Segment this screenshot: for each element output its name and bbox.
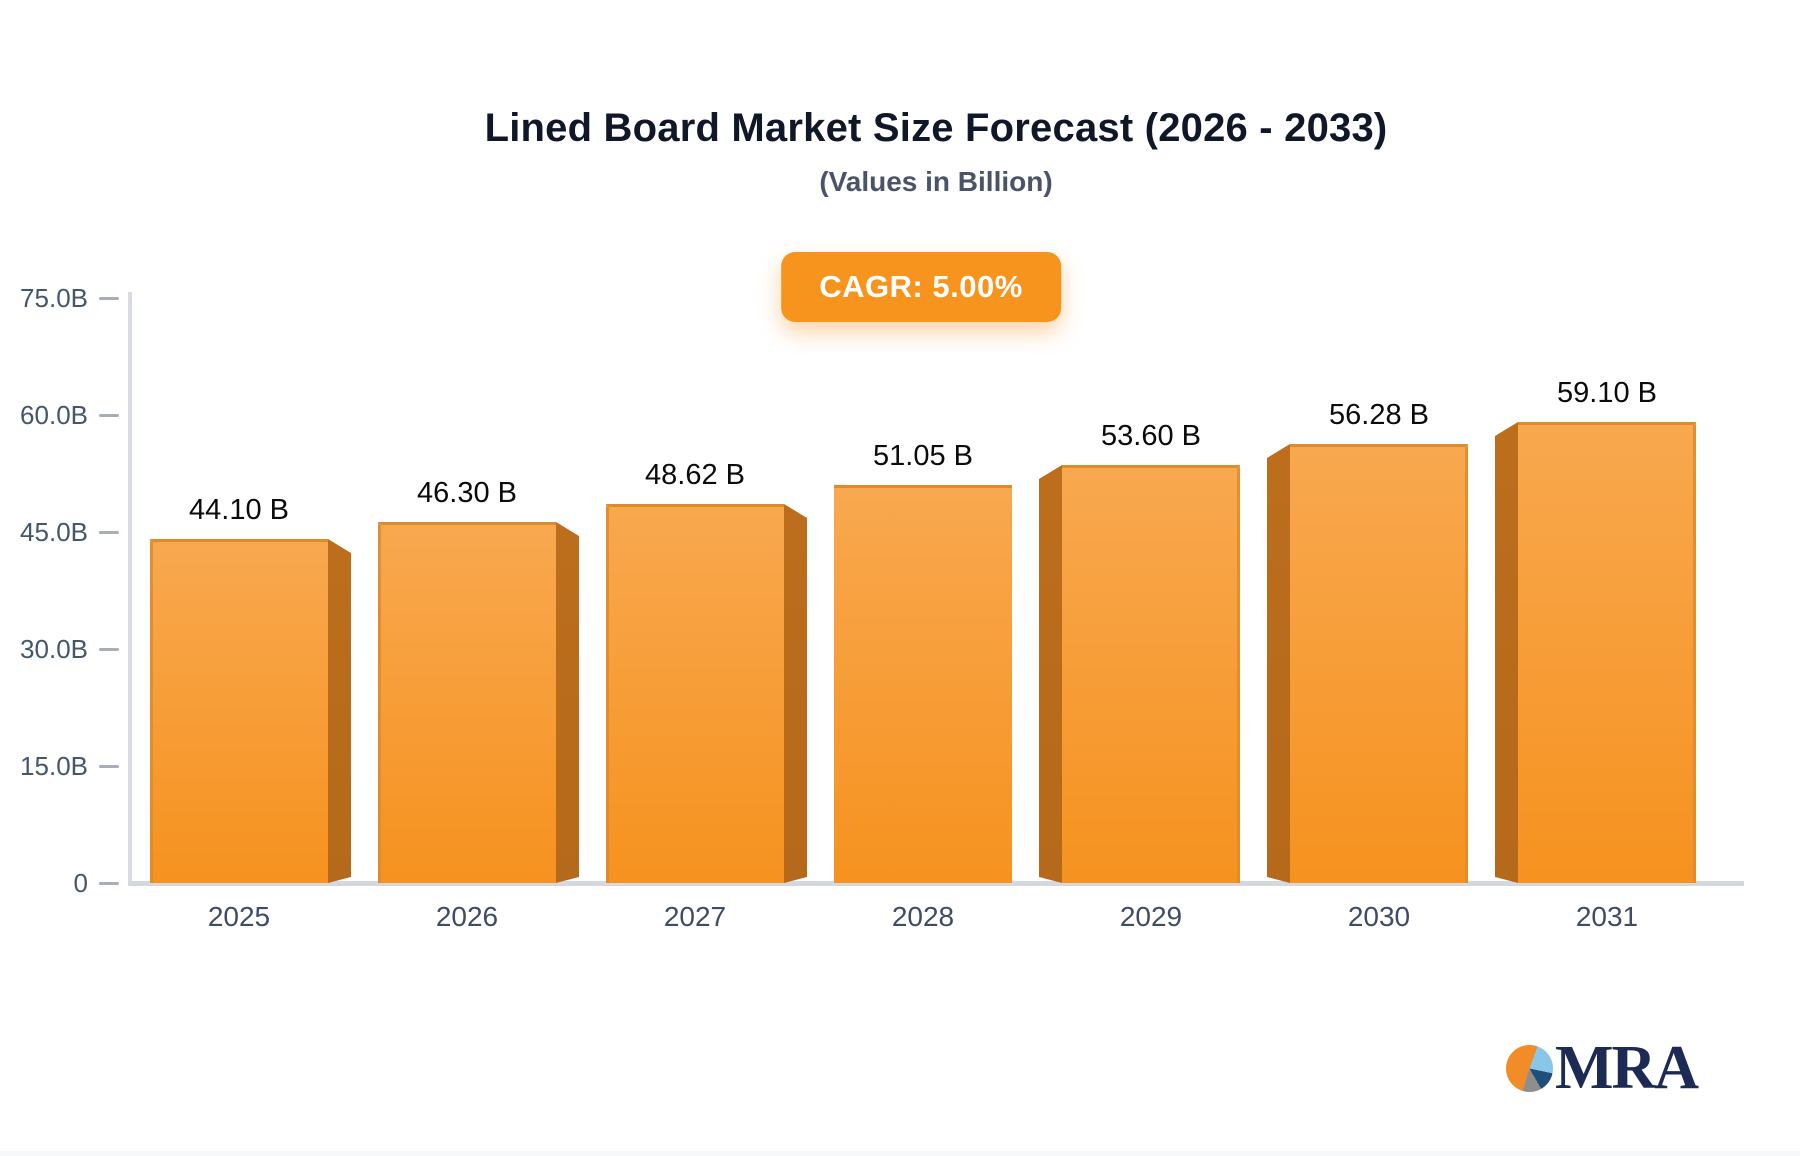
bar-2028[interactable] xyxy=(834,485,1012,883)
x-tick-label: 2026 xyxy=(435,901,499,932)
y-tick-mark xyxy=(99,531,119,534)
y-tick-label: 0 xyxy=(73,868,88,898)
chart-subtitle: (Values in Billion) xyxy=(819,166,1053,197)
logo-pie-icon xyxy=(1506,1044,1553,1092)
bar-2026[interactable] xyxy=(378,522,556,883)
y-tick-mark xyxy=(99,648,119,651)
bar-value-label: 44.10 B xyxy=(189,494,289,526)
x-tick-label: 2031 xyxy=(1575,901,1639,932)
cagr-badge: CAGR: 5.00% xyxy=(781,252,1061,322)
bar-value-label: 48.62 B xyxy=(645,459,745,491)
y-tick-label: 15.0B xyxy=(20,751,88,781)
x-tick-label: 2028 xyxy=(891,901,955,932)
bar-value-label: 53.60 B xyxy=(1101,420,1201,452)
bar-side-face[interactable] xyxy=(1039,465,1062,883)
logo-text: MRA xyxy=(1555,1034,1699,1102)
y-tick-label: 60.0B xyxy=(20,400,88,430)
x-tick-label: 2029 xyxy=(1119,901,1183,932)
bar-2027[interactable] xyxy=(606,504,784,883)
y-tick-label: 75.0B xyxy=(20,283,88,313)
bar-value-label: 46.30 B xyxy=(417,477,517,509)
bar-2031[interactable] xyxy=(1518,422,1696,883)
x-tick-label: 2030 xyxy=(1347,901,1411,932)
page-edge xyxy=(0,1151,1800,1156)
bar-side-face[interactable] xyxy=(328,539,351,883)
x-tick-label: 2027 xyxy=(663,901,727,932)
bar-side-face[interactable] xyxy=(1495,422,1518,883)
x-axis-line xyxy=(128,881,1744,886)
bar-2029[interactable] xyxy=(1062,465,1240,883)
x-tick-label: 2025 xyxy=(207,901,271,932)
y-tick-mark xyxy=(99,765,119,768)
chart-title: Lined Board Market Size Forecast (2026 -… xyxy=(484,106,1388,150)
bar-side-face[interactable] xyxy=(556,522,579,883)
y-tick-mark xyxy=(99,297,119,300)
bar-side-face[interactable] xyxy=(784,504,807,883)
bar-side-face[interactable] xyxy=(1267,444,1290,883)
brand-logo: MRA xyxy=(1506,1034,1699,1102)
bar-2025[interactable] xyxy=(150,539,328,883)
y-tick-label: 45.0B xyxy=(20,517,88,547)
bar-2030[interactable] xyxy=(1290,444,1468,883)
y-axis-line xyxy=(128,292,132,886)
y-tick-label: 30.0B xyxy=(20,634,88,664)
bar-value-label: 51.05 B xyxy=(873,440,973,472)
bar-value-label: 59.10 B xyxy=(1557,377,1657,409)
y-tick-mark xyxy=(99,414,119,417)
y-tick-mark xyxy=(99,882,119,885)
bar-value-label: 56.28 B xyxy=(1329,399,1429,431)
